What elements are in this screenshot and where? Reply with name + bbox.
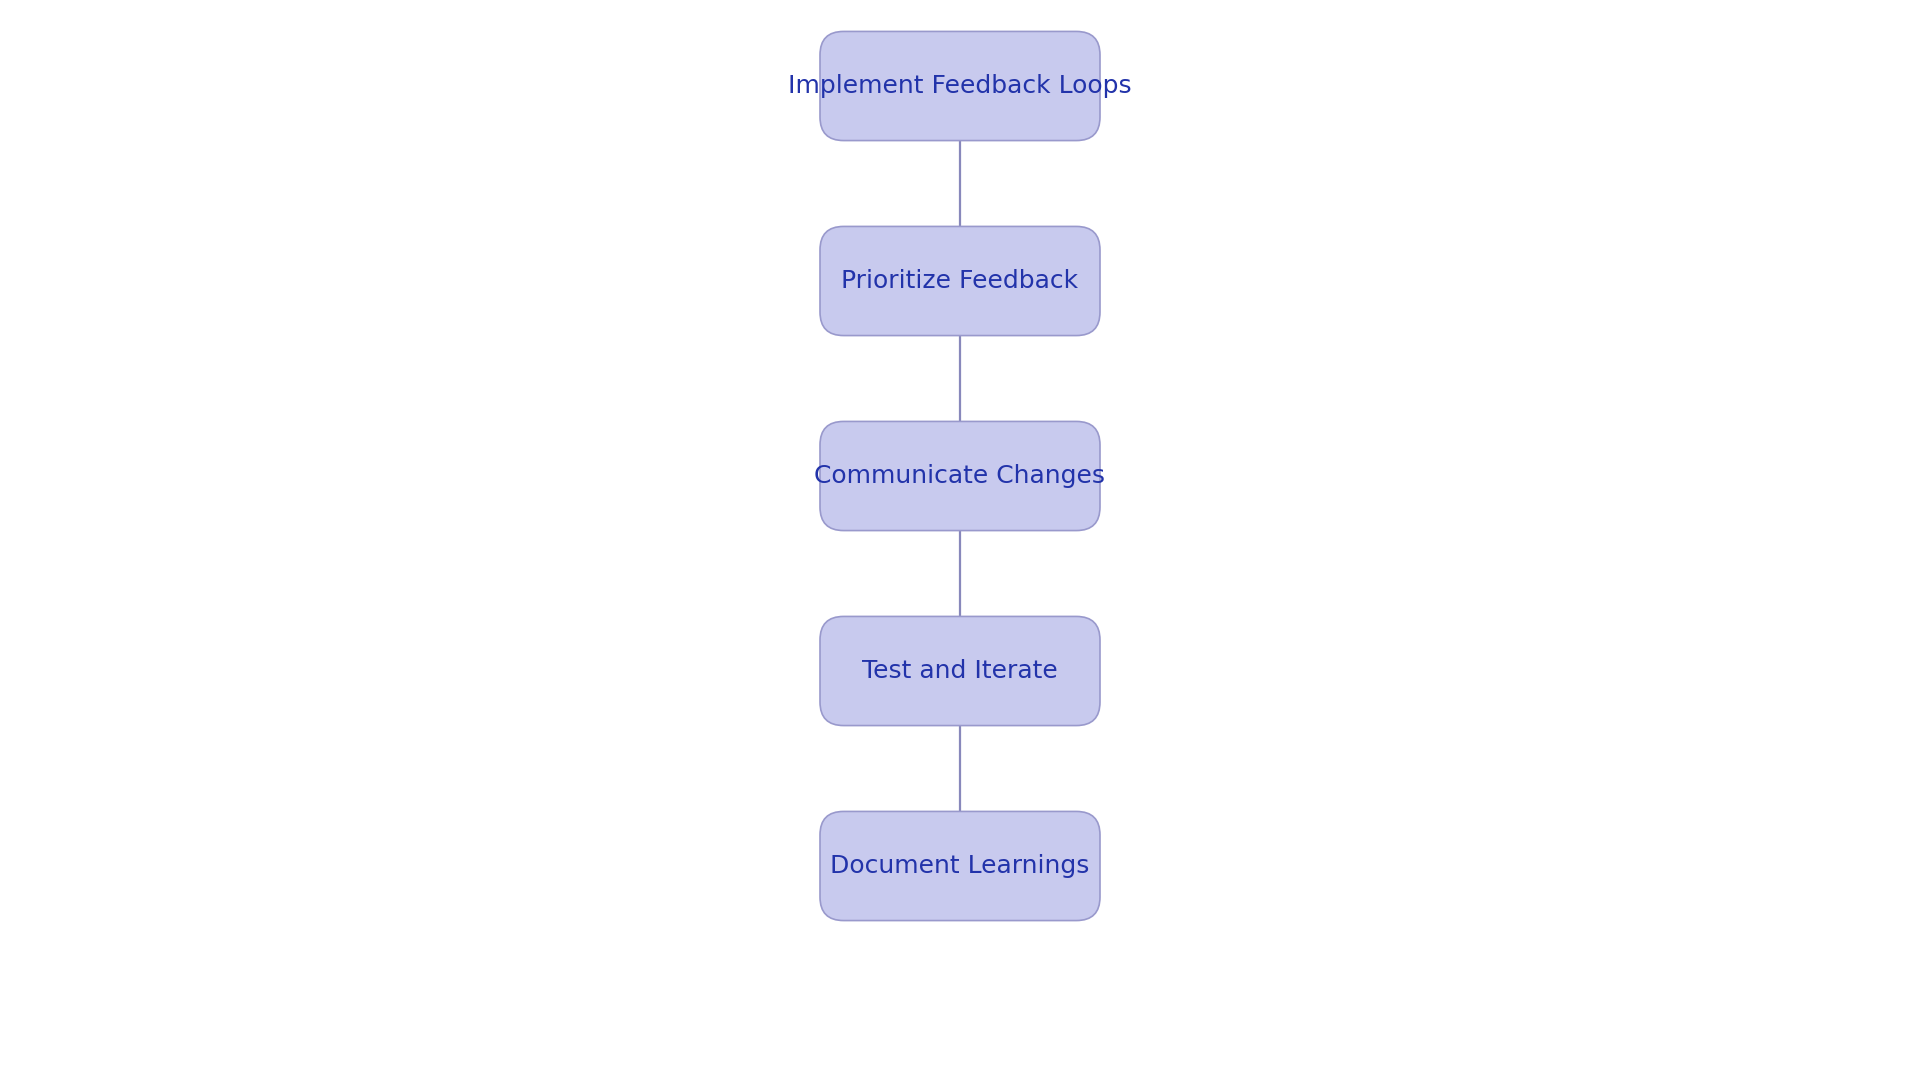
Text: Communicate Changes: Communicate Changes [814, 464, 1106, 488]
Text: Document Learnings: Document Learnings [829, 854, 1091, 878]
Text: Implement Feedback Loops: Implement Feedback Loops [789, 74, 1131, 97]
Text: Test and Iterate: Test and Iterate [862, 658, 1058, 683]
FancyBboxPatch shape [820, 616, 1100, 726]
FancyBboxPatch shape [820, 421, 1100, 531]
FancyBboxPatch shape [820, 811, 1100, 921]
FancyBboxPatch shape [820, 31, 1100, 141]
Text: Prioritize Feedback: Prioritize Feedback [841, 269, 1079, 293]
FancyBboxPatch shape [820, 226, 1100, 336]
